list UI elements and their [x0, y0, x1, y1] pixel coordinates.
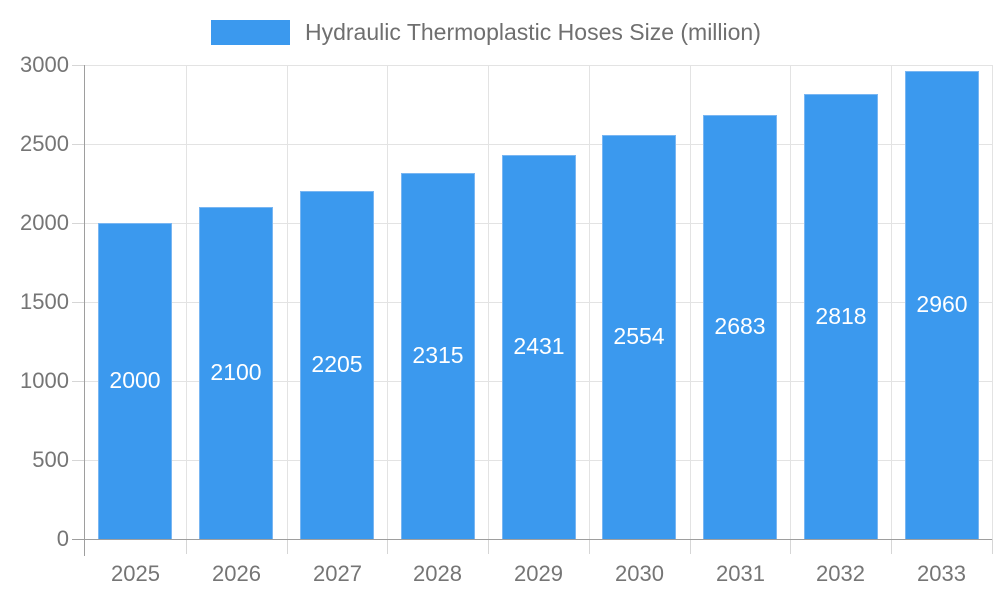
bar-2032[interactable]	[804, 94, 878, 539]
bar-2031[interactable]	[703, 115, 777, 539]
x-tick	[589, 539, 590, 554]
x-tick	[287, 539, 288, 554]
h-gridline	[85, 65, 992, 66]
y-tick-label: 0	[56, 526, 69, 551]
v-gridline	[287, 65, 288, 539]
bar-2025[interactable]	[98, 223, 172, 539]
y-tick	[72, 460, 85, 461]
y-tick	[72, 302, 85, 303]
v-gridline	[690, 65, 691, 539]
v-gridline	[488, 65, 489, 539]
x-tick	[891, 539, 892, 554]
x-tick	[690, 539, 691, 554]
x-tick-label: 2033	[917, 561, 966, 586]
y-tick-label: 1500	[20, 289, 69, 314]
bar-value-label: 2683	[714, 313, 766, 339]
v-gridline	[186, 65, 187, 539]
bar-2029[interactable]	[502, 155, 576, 539]
x-tick	[992, 539, 993, 554]
y-tick	[72, 223, 85, 224]
x-tick	[488, 539, 489, 554]
y-tick	[72, 144, 85, 145]
y-tick	[72, 65, 85, 66]
bar-2030[interactable]	[602, 135, 676, 539]
legend-swatch-icon	[211, 20, 290, 45]
x-tick-label: 2029	[514, 561, 563, 586]
bar-value-label: 2205	[311, 351, 363, 377]
v-gridline	[790, 65, 791, 539]
x-tick	[186, 539, 187, 554]
x-tick	[387, 539, 388, 554]
bar-value-label: 2818	[815, 303, 867, 329]
bar-2028[interactable]	[401, 173, 475, 539]
y-tick-label: 2000	[20, 210, 69, 235]
y-tick	[72, 381, 85, 382]
bar-value-label: 2554	[613, 323, 665, 349]
x-tick-label: 2027	[313, 561, 362, 586]
x-tick-label: 2028	[413, 561, 462, 586]
v-gridline	[992, 65, 993, 539]
v-gridline	[891, 65, 892, 539]
x-tick-label: 2026	[212, 561, 261, 586]
bar-value-label: 2960	[916, 291, 968, 317]
bar-2027[interactable]	[300, 191, 374, 539]
bar-value-label: 2100	[210, 359, 262, 385]
bar-value-label: 2431	[513, 333, 565, 359]
x-tick-label: 2025	[111, 561, 160, 586]
y-axis-line	[84, 65, 85, 556]
y-tick-label: 500	[32, 447, 69, 472]
x-tick-label: 2030	[615, 561, 664, 586]
x-tick	[790, 539, 791, 554]
bar-2026[interactable]	[199, 207, 273, 539]
y-tick-label: 1000	[20, 368, 69, 393]
v-gridline	[589, 65, 590, 539]
h-gridline	[85, 144, 992, 145]
x-tick-label: 2031	[716, 561, 765, 586]
bar-value-label: 2000	[109, 367, 161, 393]
bar-2033[interactable]	[905, 71, 979, 539]
legend-label: Hydraulic Thermoplastic Hoses Size (mill…	[305, 19, 761, 45]
y-tick-label: 3000	[20, 52, 69, 77]
y-tick-label: 2500	[20, 131, 69, 156]
bar-value-label: 2315	[412, 342, 464, 368]
v-gridline	[387, 65, 388, 539]
x-axis-line	[72, 539, 992, 540]
x-tick-label: 2032	[816, 561, 865, 586]
